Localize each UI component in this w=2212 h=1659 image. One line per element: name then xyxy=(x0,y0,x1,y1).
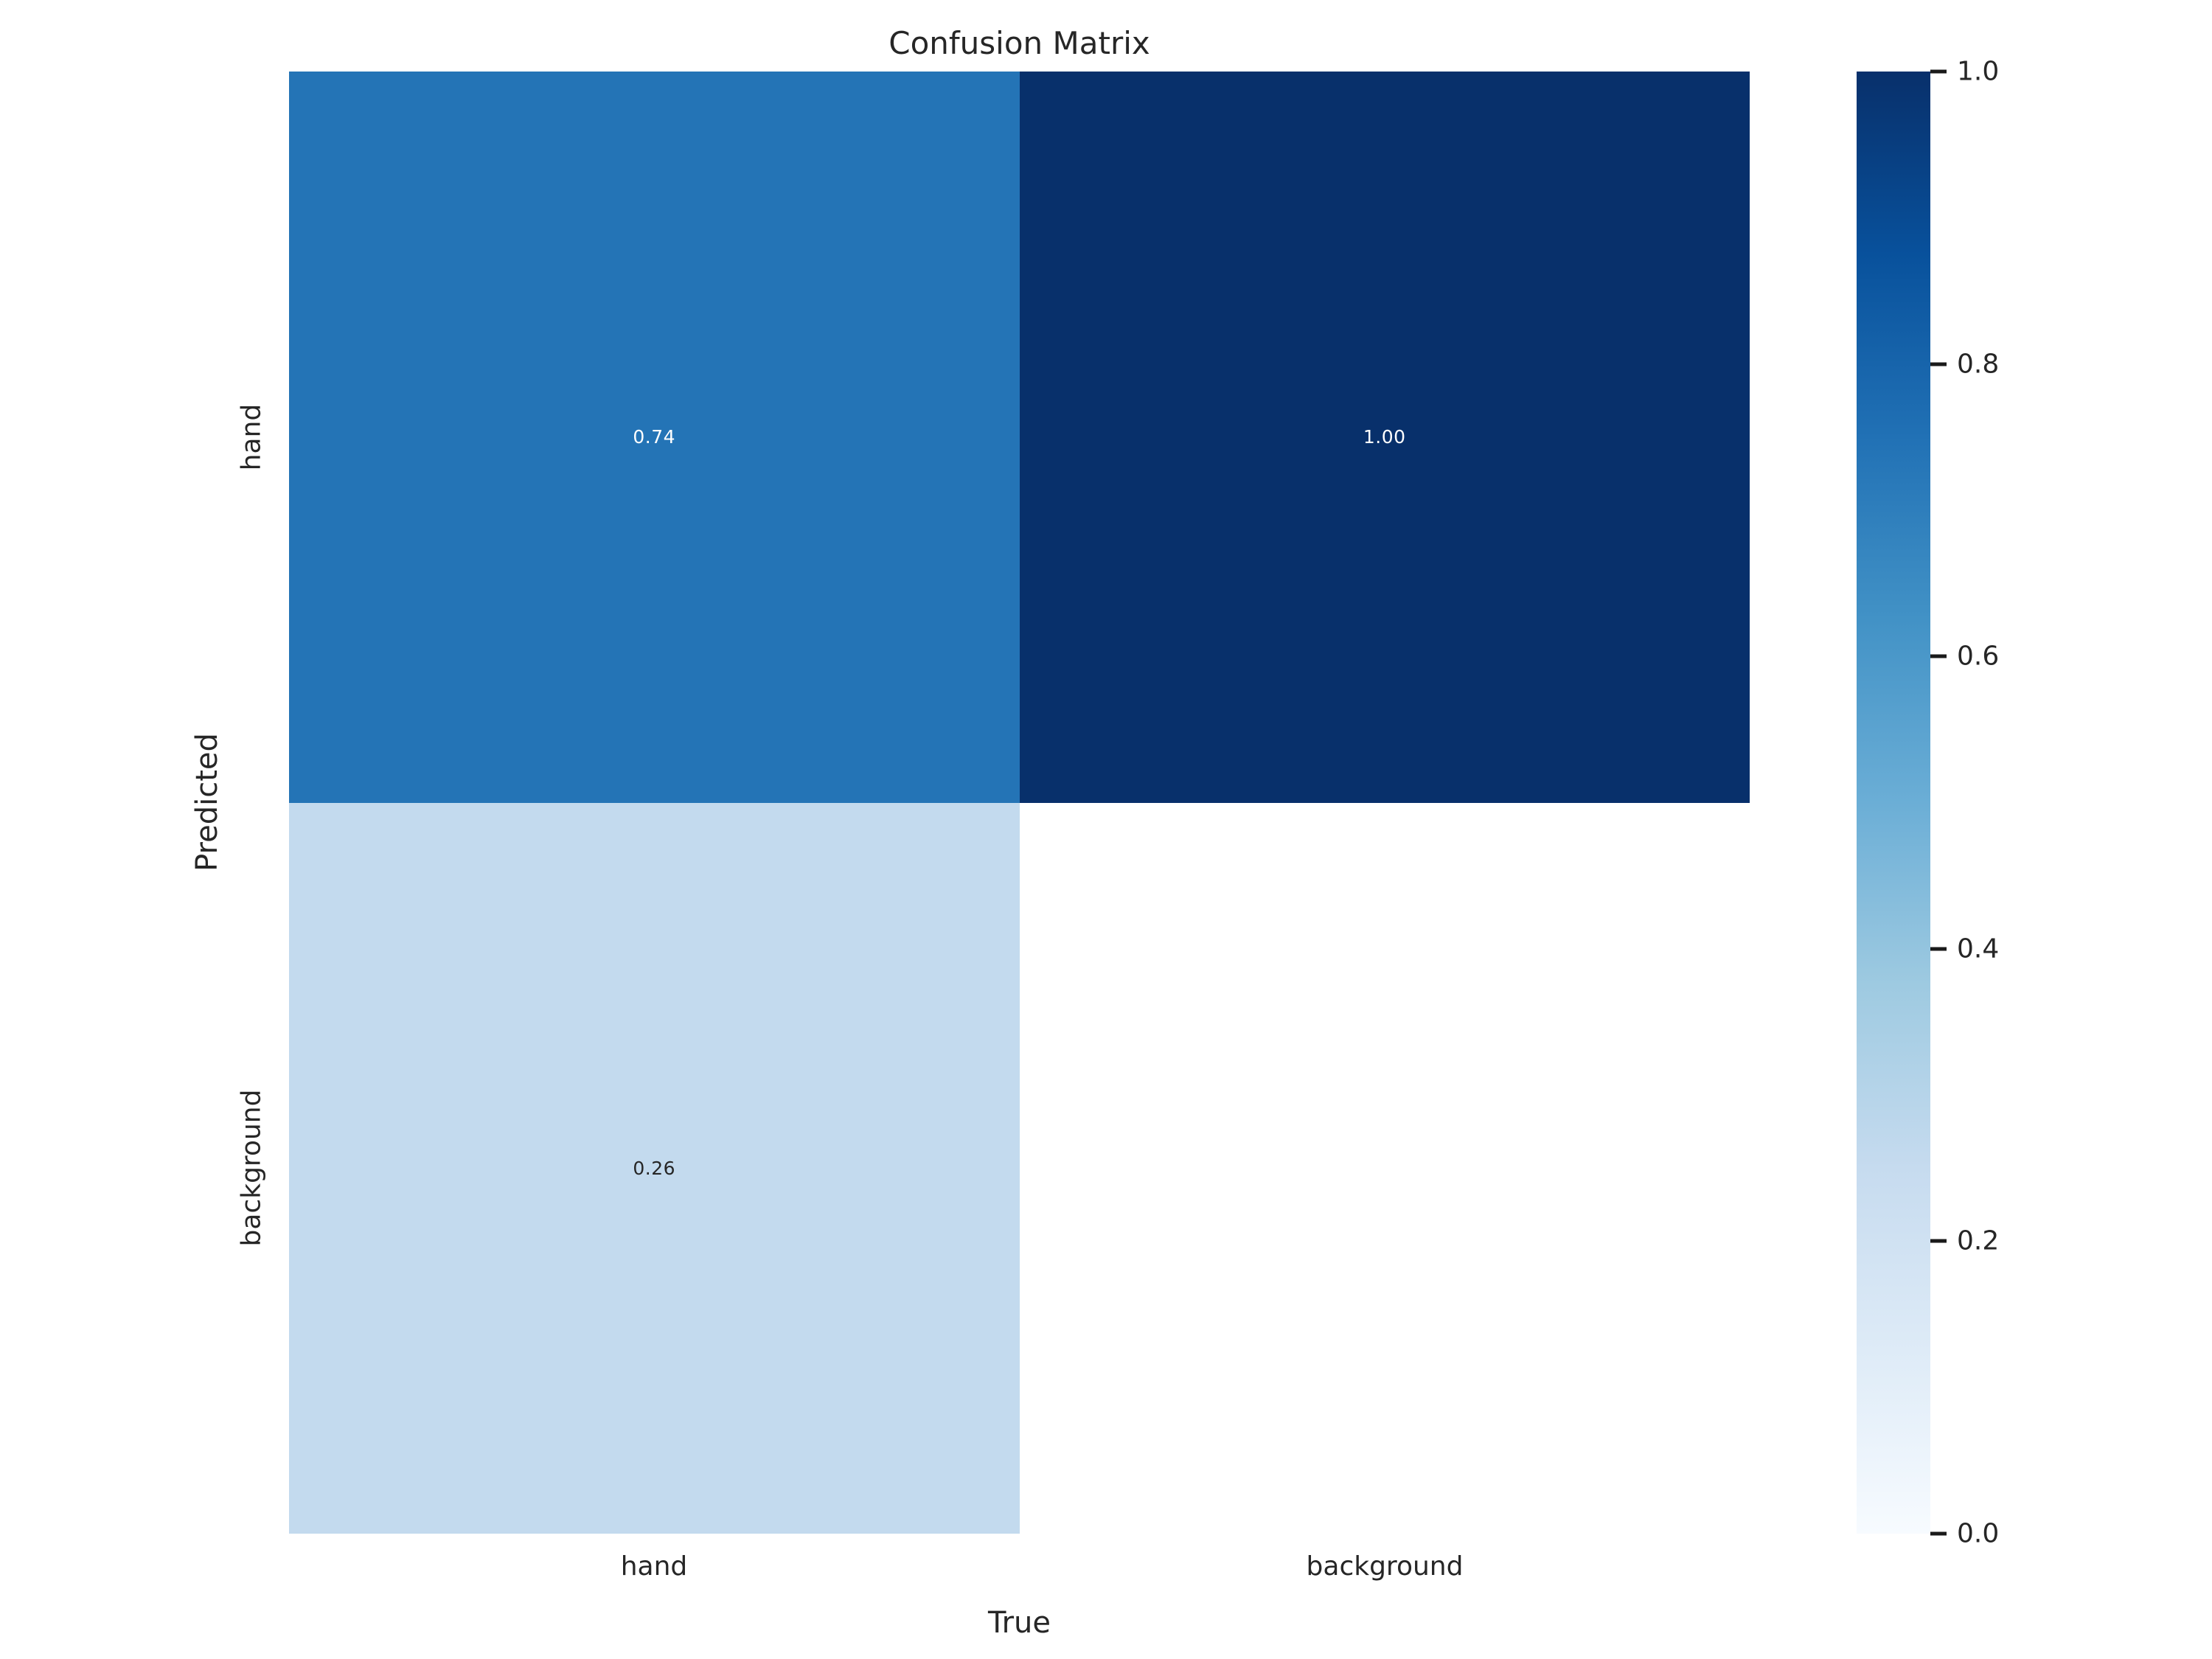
colorbar-tick-label: 1.0 xyxy=(1957,56,2000,87)
cell-annotation: 0.74 xyxy=(633,426,676,448)
colorbar xyxy=(1857,72,1930,1534)
colorbar-tick-label: 0.0 xyxy=(1957,1518,2000,1549)
colorbar-tick-mark xyxy=(1930,947,1947,951)
colorbar-tick-label: 0.8 xyxy=(1957,349,2000,380)
colorbar-tick-mark xyxy=(1930,654,1947,658)
colorbar-tick: 0.4 xyxy=(1930,934,1999,964)
cell-annotation: 0.26 xyxy=(633,1157,676,1179)
x-tick-label-hand: hand xyxy=(620,1551,688,1582)
heatmap-cell-background-background xyxy=(1019,802,1750,1534)
colorbar-tick: 0.8 xyxy=(1930,349,1999,380)
cell-annotation: 1.00 xyxy=(1363,426,1406,448)
colorbar-tick: 0.0 xyxy=(1930,1519,1999,1549)
x-tick-label-background: background xyxy=(1306,1551,1464,1582)
colorbar-tick: 1.0 xyxy=(1930,57,1999,87)
colorbar-tick-mark xyxy=(1930,1239,1947,1243)
x-axis-label: True xyxy=(988,1606,1051,1640)
y-axis-label: Predicted xyxy=(190,733,224,872)
colorbar-tick-label: 0.4 xyxy=(1957,933,2000,964)
colorbar-tick: 0.2 xyxy=(1930,1226,1999,1256)
y-tick-label-background: background xyxy=(236,1089,267,1247)
heatmap-grid: 0.74 1.00 0.26 xyxy=(289,72,1750,1534)
colorbar-tick-mark xyxy=(1930,1531,1947,1536)
y-tick-label-hand: hand xyxy=(236,403,267,471)
colorbar-tick-label: 0.6 xyxy=(1957,641,2000,672)
colorbar-tick-mark xyxy=(1930,69,1947,74)
colorbar-tick-mark xyxy=(1930,362,1947,366)
colorbar-tick: 0.6 xyxy=(1930,641,1999,672)
heatmap-cell-background-hand: 0.26 xyxy=(289,802,1020,1534)
heatmap-cell-hand-hand: 0.74 xyxy=(289,72,1020,803)
heatmap-cell-hand-background: 1.00 xyxy=(1019,72,1750,803)
colorbar-tick-label: 0.2 xyxy=(1957,1225,2000,1256)
chart-title: Confusion Matrix xyxy=(888,25,1150,61)
